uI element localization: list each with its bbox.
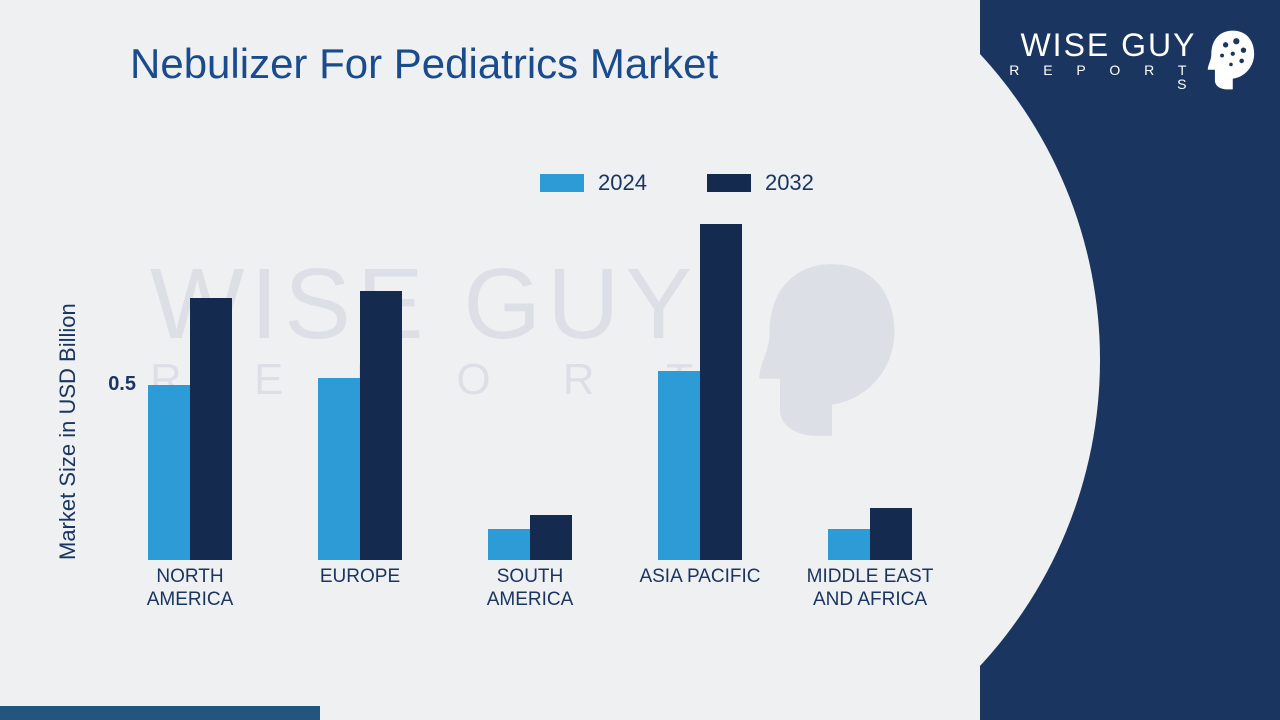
- bar-2032: [530, 515, 572, 561]
- bar-2024: [148, 385, 190, 560]
- bar-2024: [488, 529, 530, 561]
- category-label: SOUTH AMERICA: [460, 566, 600, 612]
- bar-2024: [318, 378, 360, 560]
- category-label: EUROPE: [290, 566, 430, 589]
- bar-group: [470, 515, 590, 561]
- category-label: NORTH AMERICA: [120, 566, 260, 612]
- logo-head-icon: [1206, 25, 1260, 95]
- bar-2032: [360, 291, 402, 561]
- bar-2024: [828, 529, 870, 561]
- category-label: MIDDLE EAST AND AFRICA: [800, 566, 940, 612]
- legend-swatch-2024: [540, 174, 584, 192]
- brand-logo: WISE GUY R E P O R T S: [1000, 20, 1260, 100]
- legend-item-2032: 2032: [707, 170, 814, 196]
- legend-label-2032: 2032: [765, 170, 814, 196]
- chart-plot: [100, 210, 930, 560]
- category-label: ASIA PACIFIC: [630, 566, 770, 589]
- logo-line2: R E P O R T S: [1000, 63, 1196, 91]
- bar-2032: [700, 224, 742, 560]
- chart-title: Nebulizer For Pediatrics Market: [130, 40, 718, 88]
- legend: 2024 2032: [540, 170, 814, 196]
- bottom-accent-bar: [0, 706, 320, 720]
- bar-group: [810, 508, 930, 561]
- bar-group: [300, 291, 420, 561]
- bar-2024: [658, 371, 700, 560]
- y-tick-label: 0.5: [86, 373, 136, 396]
- stage: WISE GUY R E P O R T S Nebulizer For Ped…: [0, 0, 1280, 720]
- bar-2032: [190, 298, 232, 561]
- bar-2032: [870, 508, 912, 561]
- legend-item-2024: 2024: [540, 170, 647, 196]
- logo-line1: WISE GUY: [1000, 29, 1196, 61]
- y-axis-label: Market Size in USD Billion: [55, 303, 81, 560]
- bar-group: [130, 298, 250, 561]
- bar-group: [640, 224, 760, 560]
- legend-swatch-2032: [707, 174, 751, 192]
- legend-label-2024: 2024: [598, 170, 647, 196]
